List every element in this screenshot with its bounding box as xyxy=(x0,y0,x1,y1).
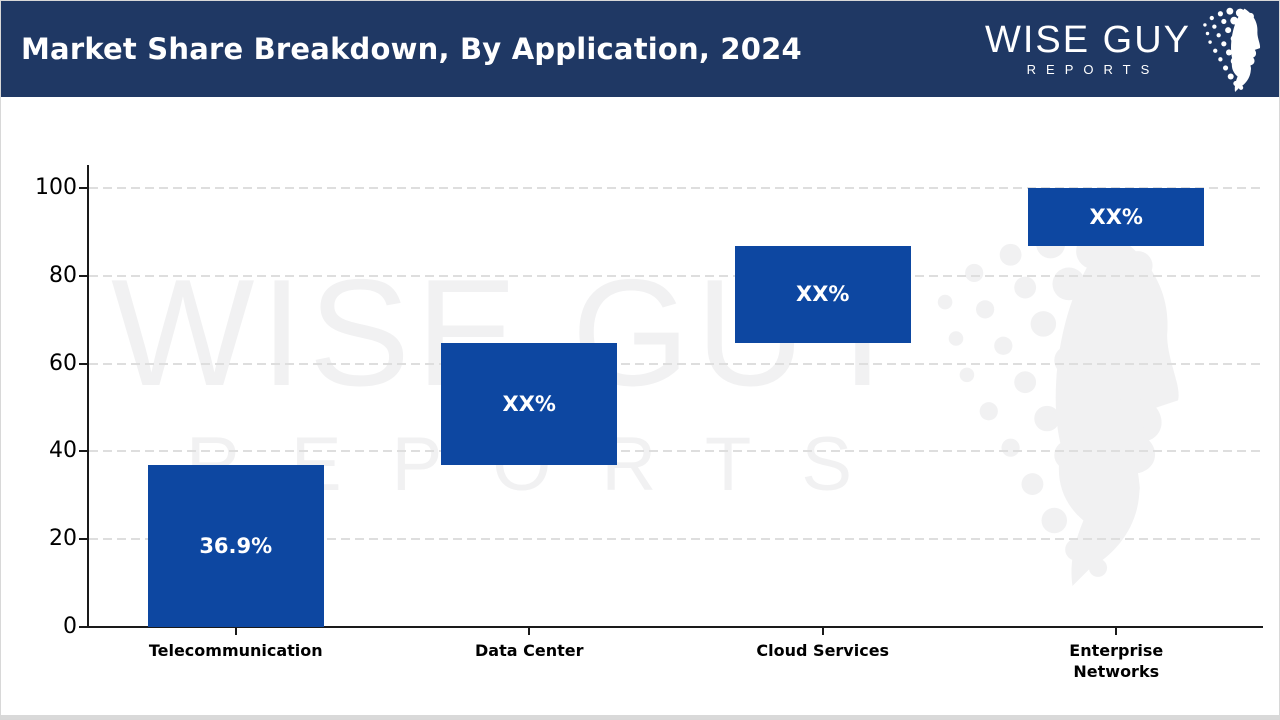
y-tick-mark-100 xyxy=(79,187,87,189)
gridline-60 xyxy=(89,362,1263,365)
x-tick-mark-4 xyxy=(1115,628,1118,635)
y-tick-mark-20 xyxy=(79,538,87,541)
x-category-label-line: Enterprise xyxy=(1069,641,1164,660)
gridline-100 xyxy=(89,187,1263,189)
x-category-label-line: Data Center xyxy=(475,641,584,660)
x-category-label-line: Cloud Services xyxy=(756,641,890,660)
logo-subtitle: REPORTS xyxy=(1026,62,1160,77)
logo-text: WISE GUY REPORTS xyxy=(985,21,1191,77)
y-axis xyxy=(87,165,89,628)
y-tick-mark-80 xyxy=(79,274,87,277)
bar-enterprise-networks: XX% xyxy=(1028,188,1205,246)
bar-data-center: XX% xyxy=(441,343,618,465)
logo-wordmark: WISE GUY xyxy=(984,19,1191,61)
x-category-label-4: Enterprise Networks xyxy=(996,641,1236,683)
gridline-40 xyxy=(89,450,1263,453)
y-tick-mark-40 xyxy=(79,450,87,453)
y-tick-label-80: 80 xyxy=(49,262,77,288)
y-tick-label-0: 0 xyxy=(63,614,77,639)
gridline-80 xyxy=(89,274,1263,277)
bar-value-label: XX% xyxy=(1089,204,1143,229)
y-tick-mark-60 xyxy=(79,362,87,365)
x-category-label-3: Cloud Services xyxy=(703,641,943,662)
y-tick-label-40: 40 xyxy=(49,438,77,464)
bar-telecommunication: 36.9% xyxy=(147,465,324,627)
bar-value-label: XX% xyxy=(796,282,850,307)
bottom-strip xyxy=(1,715,1279,719)
bar-value-label: 36.9% xyxy=(199,533,273,558)
wiseguy-logo: WISE GUY REPORTS xyxy=(985,6,1263,92)
x-tick-mark-2 xyxy=(528,628,531,635)
bar-value-label: XX% xyxy=(502,392,556,417)
x-axis xyxy=(87,626,1263,628)
x-tick-mark-1 xyxy=(234,628,237,635)
x-category-label-line: Networks xyxy=(1073,661,1160,681)
x-tick-mark-3 xyxy=(821,628,824,635)
bar-cloud-services: XX% xyxy=(734,245,911,344)
page-title: Market Share Breakdown, By Application, … xyxy=(21,32,802,66)
header: Market Share Breakdown, By Application, … xyxy=(1,1,1279,97)
x-category-label-2: Data Center xyxy=(409,641,649,662)
gridline-20 xyxy=(89,538,1263,541)
y-tick-label-100: 100 xyxy=(35,175,77,200)
x-category-label-1: Telecommunication xyxy=(116,641,356,662)
y-tick-label-20: 20 xyxy=(49,526,77,552)
x-category-label-line: Telecommunication xyxy=(148,641,323,660)
y-tick-label-60: 60 xyxy=(49,350,77,376)
y-tick-mark-0 xyxy=(79,626,87,628)
